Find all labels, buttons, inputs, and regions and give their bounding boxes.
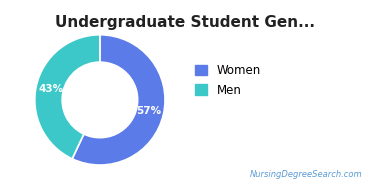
- Text: 43%: 43%: [38, 84, 64, 94]
- Wedge shape: [72, 35, 165, 165]
- Text: NursingDegreeSearch.com: NursingDegreeSearch.com: [250, 170, 363, 179]
- Text: 57%: 57%: [136, 106, 161, 116]
- Wedge shape: [35, 35, 100, 159]
- Text: Undergraduate Student Gen...: Undergraduate Student Gen...: [55, 15, 315, 30]
- Legend: Women, Men: Women, Men: [195, 64, 261, 97]
